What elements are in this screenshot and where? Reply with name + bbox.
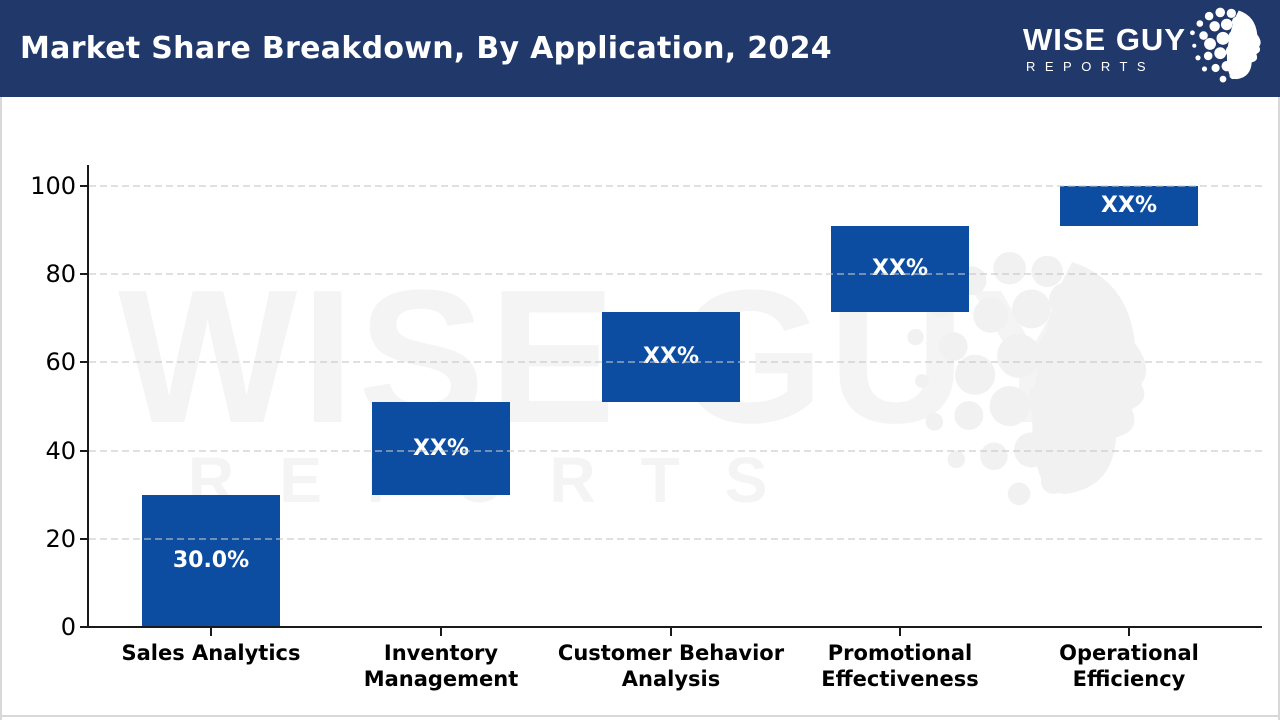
y-tick-0 bbox=[80, 626, 87, 628]
page-left-border bbox=[0, 97, 2, 720]
page-right-border bbox=[1278, 97, 1280, 720]
y-tick-label-40: 40 bbox=[45, 436, 76, 465]
gridline-20 bbox=[89, 537, 1262, 540]
bar-segment: 30.0% bbox=[142, 494, 280, 627]
bar-value-label: XX% bbox=[872, 256, 928, 282]
gridline-40 bbox=[89, 449, 1262, 452]
y-tick-label-0: 0 bbox=[60, 613, 76, 641]
page-title: Market Share Breakdown, By Application, … bbox=[20, 31, 832, 66]
y-tick-20 bbox=[80, 537, 87, 540]
brand-logo-text: WISE GUY REPORTS bbox=[1023, 24, 1186, 73]
bar-value-label: XX% bbox=[1101, 193, 1157, 219]
bar-value-label: 30.0% bbox=[172, 548, 250, 574]
y-tick-100 bbox=[80, 185, 87, 187]
x-tick-1 bbox=[440, 628, 442, 636]
gridline-80 bbox=[89, 273, 1262, 276]
page-bottom-border bbox=[0, 715, 1280, 717]
bar-value-label: XX% bbox=[413, 435, 469, 461]
y-tick-label-60: 60 bbox=[45, 348, 76, 377]
x-tick-4 bbox=[1128, 628, 1130, 636]
y-tick-label-80: 80 bbox=[45, 260, 76, 289]
brand-subname: REPORTS bbox=[1025, 59, 1156, 74]
x-tick-0 bbox=[210, 628, 212, 636]
y-tick-40 bbox=[80, 449, 87, 452]
header-bar: Market Share Breakdown, By Application, … bbox=[0, 0, 1280, 97]
y-tick-80 bbox=[80, 273, 87, 276]
brand-logo: WISE GUY REPORTS bbox=[1023, 5, 1266, 93]
x-category-label: Inventory Management bbox=[363, 641, 519, 692]
bar-segment: XX% bbox=[372, 402, 510, 495]
x-tick-2 bbox=[670, 628, 672, 636]
x-tick-3 bbox=[899, 628, 901, 636]
brand-name: WISE GUY bbox=[1022, 22, 1186, 57]
x-category-label: Customer Behavior Analysis bbox=[557, 641, 785, 692]
y-tick-60 bbox=[80, 361, 87, 364]
gridline-60 bbox=[89, 361, 1262, 364]
bar-segment: XX% bbox=[1060, 186, 1198, 226]
gridline-100 bbox=[89, 185, 1262, 187]
x-axis-line bbox=[87, 626, 1262, 628]
x-category-label: Operational Efficiency bbox=[1059, 641, 1199, 692]
y-tick-label-100: 100 bbox=[30, 172, 76, 200]
y-tick-label-20: 20 bbox=[45, 524, 76, 553]
x-category-label: Sales Analytics bbox=[121, 641, 301, 665]
head-profile-dots-icon bbox=[1190, 7, 1261, 82]
bar-segment: XX% bbox=[831, 225, 969, 312]
y-axis-line bbox=[87, 165, 89, 627]
bar-segment: XX% bbox=[602, 311, 740, 403]
x-category-label: Promotional Effectiveness bbox=[821, 641, 979, 692]
bar-value-label: XX% bbox=[643, 344, 699, 370]
